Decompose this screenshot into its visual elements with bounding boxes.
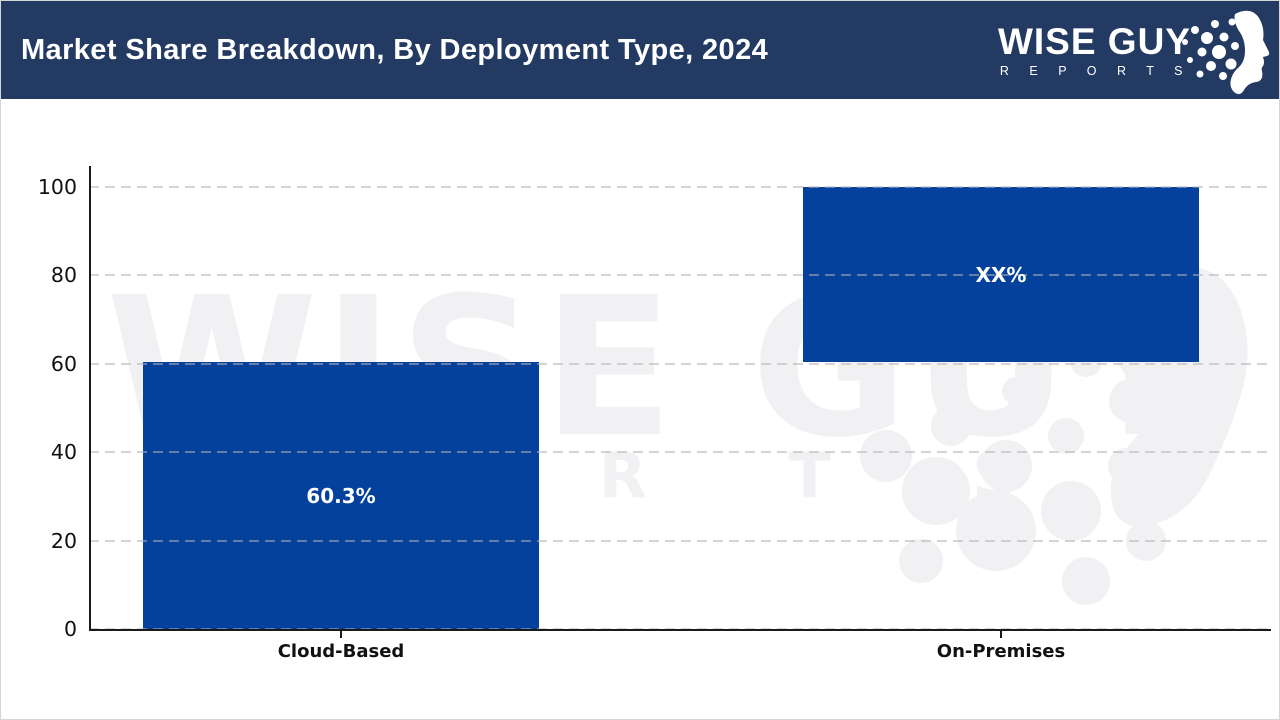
brand-logo: WISE GUY R E P O R T S: [998, 4, 1279, 96]
y-tick-label-60: 60: [50, 351, 77, 376]
page-title: Market Share Breakdown, By Deployment Ty…: [21, 33, 769, 66]
y-axis-line: [89, 166, 91, 631]
x-category-label-cloud-based: Cloud-Based: [277, 641, 405, 662]
gridline-y-20: [89, 539, 1271, 542]
plot-area: 60.3% XX%: [89, 166, 1271, 630]
y-tick-label-80: 80: [50, 263, 77, 288]
y-tick-label-0: 0: [63, 617, 77, 641]
brand-subtitle: R E P O R T S: [999, 63, 1191, 78]
gridline-y-40: [89, 451, 1271, 454]
watermark-face-icon: [860, 266, 1248, 605]
x-axis-line: [89, 629, 1271, 631]
y-tick-label-40: 40: [50, 440, 77, 465]
x-category-label-on-premises: On-Premises: [936, 641, 1066, 662]
header-bar: Market Share Breakdown, By Deployment Ty…: [1, 1, 1279, 99]
y-tick-label-20: 20: [50, 528, 77, 553]
bar-cloud-based: [143, 362, 539, 629]
brand-name: WISE GUY: [997, 20, 1191, 62]
bar-value-label: 60.3%: [306, 483, 376, 508]
gridline-y-100: [89, 186, 1271, 188]
x-tick-mark: [340, 631, 342, 638]
brand-logo-text: WISE GUY R E P O R T S: [998, 23, 1191, 78]
bar-value-label: XX%: [975, 262, 1027, 287]
gridline-y-80: [89, 274, 1271, 277]
y-tick-label-100: 100: [37, 175, 77, 199]
x-tick-mark: [1000, 631, 1002, 638]
gridline-y-60: [89, 362, 1271, 365]
brand-face-icon: [1182, 10, 1270, 95]
